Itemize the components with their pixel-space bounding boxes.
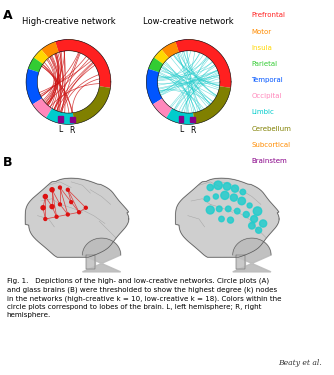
Polygon shape <box>146 69 162 104</box>
Text: Motor: Motor <box>252 28 272 34</box>
Circle shape <box>43 195 47 198</box>
Circle shape <box>216 206 222 212</box>
Polygon shape <box>26 69 42 104</box>
Polygon shape <box>82 238 121 272</box>
Circle shape <box>41 206 45 210</box>
Text: B: B <box>3 156 13 169</box>
Title: Low-creative network: Low-creative network <box>143 16 234 26</box>
Text: R: R <box>70 126 75 135</box>
Polygon shape <box>86 255 95 268</box>
Circle shape <box>221 191 229 200</box>
Circle shape <box>66 213 69 216</box>
Circle shape <box>204 196 210 201</box>
Polygon shape <box>32 99 52 118</box>
Polygon shape <box>197 41 231 88</box>
Circle shape <box>231 185 238 192</box>
Text: Parietal: Parietal <box>252 61 278 67</box>
Text: Limbic: Limbic <box>252 110 274 116</box>
Bar <box>70 117 75 122</box>
Polygon shape <box>61 39 67 51</box>
Circle shape <box>85 206 87 209</box>
Polygon shape <box>46 108 74 124</box>
Polygon shape <box>176 178 279 257</box>
Polygon shape <box>76 41 111 88</box>
Circle shape <box>66 188 69 191</box>
Circle shape <box>256 227 262 233</box>
Polygon shape <box>161 42 179 58</box>
Circle shape <box>44 217 47 220</box>
Bar <box>179 116 183 122</box>
Polygon shape <box>67 39 79 52</box>
Text: Beaty et al.: Beaty et al. <box>278 359 322 367</box>
Circle shape <box>230 194 237 201</box>
Polygon shape <box>34 50 48 64</box>
Circle shape <box>234 209 240 214</box>
Bar <box>58 116 63 122</box>
Text: Brainstem: Brainstem <box>252 158 287 164</box>
Polygon shape <box>28 58 43 72</box>
Circle shape <box>243 211 249 217</box>
Text: Occipital: Occipital <box>252 93 282 99</box>
Polygon shape <box>181 39 188 51</box>
Polygon shape <box>233 238 271 272</box>
Circle shape <box>248 222 255 229</box>
Text: Cerebellum: Cerebellum <box>252 126 291 132</box>
Text: Prefrontal: Prefrontal <box>252 12 286 18</box>
Circle shape <box>77 211 80 214</box>
Text: Fig. 1.   Depictions of the high- and low-creative networks. Circle plots (A)
an: Fig. 1. Depictions of the high- and low-… <box>7 278 281 318</box>
Text: Insula: Insula <box>252 45 273 51</box>
Text: Temporal: Temporal <box>252 77 283 83</box>
Circle shape <box>238 197 245 205</box>
Circle shape <box>260 220 267 227</box>
Text: L: L <box>179 126 183 135</box>
Circle shape <box>253 207 262 215</box>
Polygon shape <box>25 178 129 257</box>
Polygon shape <box>55 39 81 52</box>
Polygon shape <box>41 42 59 58</box>
Circle shape <box>206 206 214 214</box>
Polygon shape <box>176 39 202 52</box>
Circle shape <box>251 216 258 222</box>
Circle shape <box>240 189 245 195</box>
Circle shape <box>213 194 218 199</box>
Circle shape <box>50 188 54 192</box>
Circle shape <box>50 205 54 209</box>
Polygon shape <box>176 40 183 52</box>
Text: L: L <box>59 126 63 135</box>
Polygon shape <box>154 50 169 64</box>
Circle shape <box>227 217 233 223</box>
Polygon shape <box>55 40 63 52</box>
Circle shape <box>58 203 61 206</box>
Text: A: A <box>3 9 13 22</box>
Text: R: R <box>190 126 195 135</box>
Circle shape <box>247 203 252 208</box>
Polygon shape <box>187 39 200 52</box>
Circle shape <box>55 215 58 218</box>
Circle shape <box>225 206 231 212</box>
Bar <box>190 117 195 122</box>
Circle shape <box>58 186 61 189</box>
Polygon shape <box>148 58 163 72</box>
Polygon shape <box>193 86 231 124</box>
Polygon shape <box>73 86 111 124</box>
Polygon shape <box>166 108 195 124</box>
Circle shape <box>219 216 224 222</box>
Circle shape <box>223 183 231 190</box>
Circle shape <box>207 184 213 190</box>
Title: High-creative network: High-creative network <box>22 16 115 26</box>
Circle shape <box>70 201 73 204</box>
Polygon shape <box>153 99 172 118</box>
Polygon shape <box>236 255 245 268</box>
Text: Subcortical: Subcortical <box>252 142 291 148</box>
Circle shape <box>214 181 222 189</box>
